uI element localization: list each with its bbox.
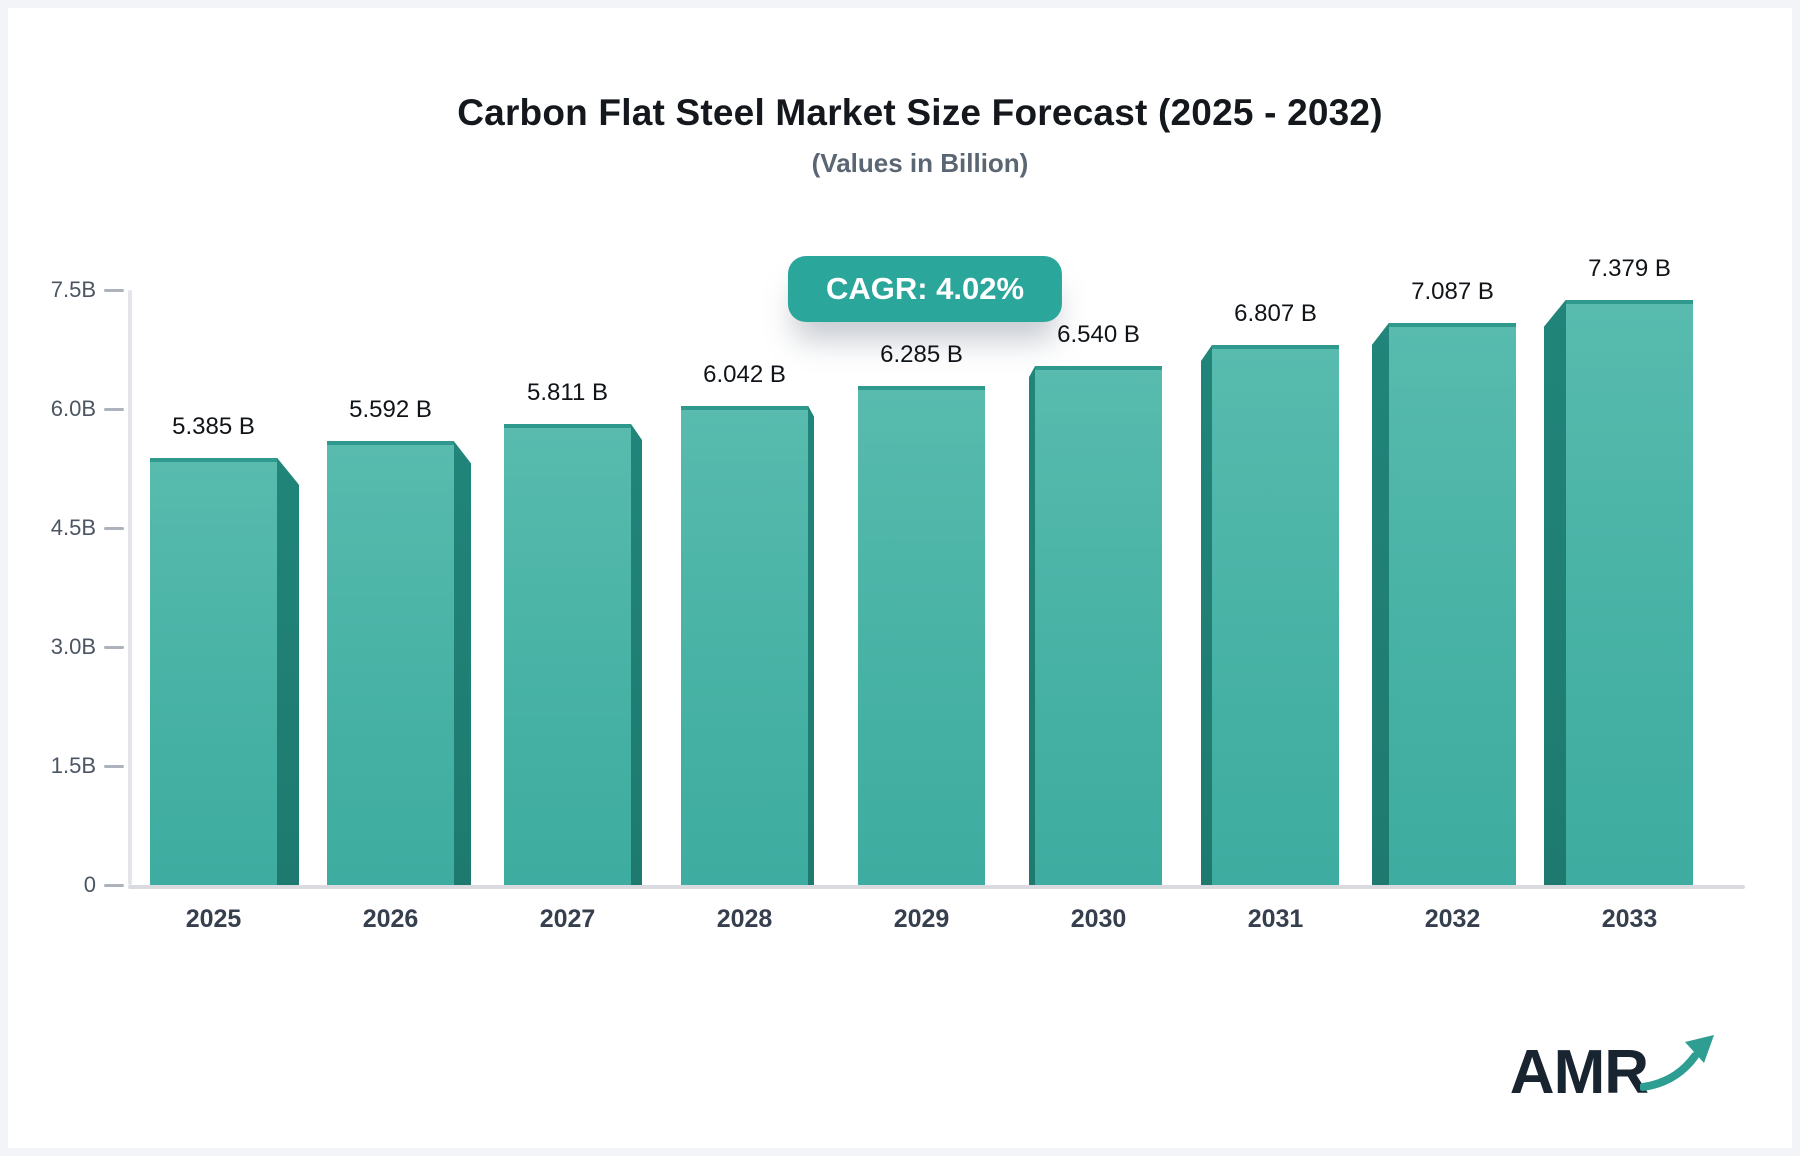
- amr-logo-text: AMR: [1509, 1038, 1649, 1107]
- y-tick-mark: [104, 288, 124, 292]
- bar-front-face: [1212, 344, 1339, 885]
- growth-arrow-icon: [1639, 1032, 1716, 1099]
- bar-side-face: [1029, 366, 1035, 885]
- bar-front-face: [1566, 299, 1693, 885]
- y-tick-label: 4.5B: [50, 515, 96, 540]
- x-tick-label: 2029: [893, 905, 950, 933]
- bar-value-label: 6.807 B: [1234, 299, 1317, 327]
- bar-2029: [858, 386, 985, 885]
- y-tick-label: 6.0B: [50, 396, 96, 421]
- bar-2033: [1544, 299, 1693, 885]
- bar-front-face: [1389, 322, 1516, 885]
- chart-title: Carbon Flat Steel Market Size Forecast (…: [457, 92, 1383, 133]
- y-tick-mark: [104, 883, 124, 887]
- bar-side-face: [1372, 322, 1389, 885]
- x-tick-label: 2033: [1601, 905, 1658, 933]
- y-tick-label: 7.5B: [50, 277, 96, 302]
- y-tick-label: 1.5B: [50, 753, 96, 778]
- x-tick-label: 2026: [362, 905, 419, 933]
- chart-header: Carbon Flat Steel Market Size Forecast (…: [40, 92, 1800, 179]
- cagr-badge: CAGR: 4.02%: [787, 256, 1063, 322]
- bar-front-face: [858, 386, 985, 885]
- bar-value-label: 6.285 B: [880, 341, 963, 369]
- bar-front-face: [327, 441, 454, 885]
- bar-2025: [150, 457, 299, 885]
- y-axis-line: [128, 290, 132, 885]
- bar-value-label: 5.592 B: [349, 396, 432, 424]
- y-tick-mark: [104, 526, 124, 530]
- bar-side-face: [631, 423, 642, 885]
- bar-2027: [504, 423, 642, 885]
- bar-side-face: [1544, 299, 1566, 885]
- y-tick-mark: [104, 407, 124, 411]
- x-tick-label: 2030: [1070, 905, 1127, 933]
- bar-2032: [1372, 322, 1516, 885]
- bar-value-label: 5.385 B: [172, 412, 255, 440]
- bar-value-label: 6.042 B: [703, 360, 786, 388]
- x-tick-label: 2025: [185, 905, 242, 933]
- bar-value-label: 6.540 B: [1057, 321, 1140, 349]
- y-tick-mark: [104, 645, 124, 649]
- chart-subtitle: (Values in Billion): [811, 148, 1029, 178]
- bar-2026: [327, 441, 471, 885]
- bar-2031: [1201, 344, 1339, 885]
- y-tick-label: 0: [83, 872, 96, 897]
- bar-front-face: [150, 457, 277, 885]
- bar-front-face: [504, 423, 631, 885]
- x-tick-label: 2028: [716, 905, 773, 933]
- bar-2030: [1029, 366, 1162, 885]
- bar-value-label: 5.811 B: [527, 378, 608, 406]
- x-tick-label: 2031: [1247, 905, 1304, 933]
- bar-2028: [681, 405, 814, 885]
- bar-side-face: [1201, 344, 1212, 885]
- bar-front-face: [1035, 366, 1162, 885]
- bar-value-label: 7.379 B: [1588, 254, 1671, 282]
- x-tick-label: 2027: [539, 905, 596, 933]
- x-tick-label: 2032: [1424, 905, 1481, 933]
- bar-side-face: [808, 405, 814, 885]
- amr-logo: AMR: [1509, 1035, 1716, 1108]
- bar-side-face: [277, 457, 299, 885]
- y-tick-mark: [104, 764, 124, 768]
- y-tick-label: 3.0B: [50, 634, 96, 659]
- bar-value-label: 7.087 B: [1411, 277, 1494, 305]
- x-axis-line: [128, 885, 1745, 889]
- bar-side-face: [454, 441, 471, 885]
- bar-front-face: [681, 405, 808, 885]
